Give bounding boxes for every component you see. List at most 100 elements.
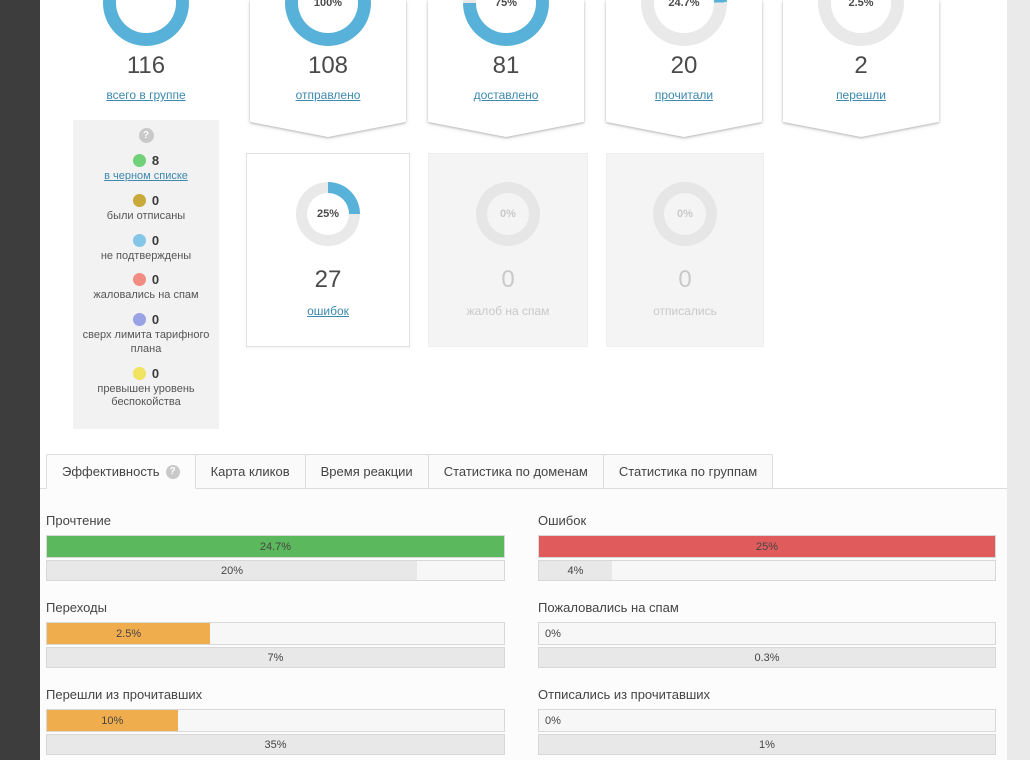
secondary-card: 0% 0 жалоб на спам [428,153,588,347]
value-bar: 0% [538,622,996,645]
metrics-column-right: Ошибок 25% 4% Пожаловались на спам 0% 0.3% Отп… [538,513,996,760]
tabs-bar: Эффективность? Карта кликов Время реакции С… [40,454,1007,489]
secondary-donut: 0% [653,182,717,246]
legend-value: 0 [151,365,160,381]
left-sidebar-strip [0,0,40,760]
tab-Эффективность[interactable]: Эффективность? [46,454,196,489]
metric-label: Переходы [46,600,107,615]
value-bar-label: 25% [755,540,779,553]
secondary-value: 0 [501,266,515,293]
summary-link[interactable]: перешли [836,88,886,102]
average-bar: 0.3% [538,647,996,668]
legend-item: 8 в черном списке [78,153,214,184]
tab-help-icon[interactable]: ? [165,464,180,479]
donut-hole [664,193,706,235]
legend-item: 0 не подтверждены [78,233,214,264]
summary-card-badge: 2.5% 2 перешли [783,0,939,137]
summary-value: 20 [670,52,698,79]
bar-fill [47,710,178,731]
summary-card: 2.5% 2 перешли [783,0,939,137]
legend-label[interactable]: в черном списке [104,170,188,182]
summary-value: 108 [307,52,349,79]
summary-link[interactable]: отправлено [295,88,361,102]
metric-group: Пожаловались на спам 0% 0.3% [538,600,996,668]
bar-fill [539,735,995,754]
average-bar: 20% [46,560,505,581]
value-bar-label: 0% [545,714,561,727]
summary-card-badge: 75% 81 доставлено [428,0,584,137]
bar-fill [47,735,504,754]
legend-dot-icon [132,154,146,167]
summary-link[interactable]: доставлено [473,88,539,102]
value-bar: 2.5% [46,622,505,645]
legend-item: 0 жаловались на спам [78,272,214,303]
secondary-donut: 25% [296,182,360,246]
legend-item-top: 8 [78,153,214,168]
tab-Карта кликов[interactable]: Карта кликов [194,454,306,489]
total-donut [103,0,189,46]
metric-group: Ошибок 25% 4% [538,513,996,581]
bar-fill [539,561,612,580]
metric-group: Переходы 2.5% 7% [46,600,505,668]
legend-item-top: 0 [78,193,214,208]
secondary-card: 0% 0 отписались [606,153,764,347]
metric-group: Прочтение 24.7% 20% [46,513,505,581]
metric-label: Прочтение [46,513,111,528]
legend-dot-icon [132,366,146,380]
legend-dot-icon [132,273,146,287]
legend-value: 0 [151,272,160,288]
total-group-link[interactable]: всего в группе [106,88,186,102]
value-bar: 24.7% [46,535,505,558]
legend-panel: ? 8 в черном списке 0 были отписаны 0 не подт… [73,120,219,429]
value-bar: 25% [538,535,996,558]
donut-percent-label: 0% [677,208,693,220]
metric-label: Пожаловались на спам [538,600,679,615]
legend-value: 0 [151,232,160,248]
summary-value: 81 [492,52,520,79]
secondary-label: жалоб на спам [466,304,550,318]
summary-card-badge: 24.7% 20 прочитали [606,0,762,137]
right-gutter [1007,0,1030,760]
bar-fill [47,561,418,580]
secondary-label: отписались [653,304,717,318]
total-donut-area: 116 всего в группе [73,0,219,120]
legend-item-top: 0 [78,366,214,381]
metrics-column-left: Прочтение 24.7% 20% Переходы 2.5% 7% Перешли и… [46,513,505,760]
summary-donut: 100% [285,0,371,46]
tab-label: Эффективность [62,464,160,479]
summary-link[interactable]: прочитали [654,88,714,102]
average-bar: 35% [46,734,505,755]
legend-item: 0 превышен уровень беспокойства [78,366,214,411]
summary-card: 75% 81 доставлено [428,0,584,137]
total-value: 116 [126,52,166,79]
legend-item-top: 0 [78,312,214,327]
summary-card-badge: 100% 108 отправлено [250,0,406,137]
average-bar-label: 0.3% [754,651,780,664]
secondary-label[interactable]: ошибок [307,304,349,318]
summary-donut: 75% [463,0,549,46]
secondary-value: 0 [678,266,692,293]
help-icon[interactable]: ? [138,128,154,143]
metric-label: Отписались из прочитавших [538,687,711,702]
tab-Статистика по группам[interactable]: Статистика по группам [602,454,774,489]
donut-percent-label: 24.7% [668,0,700,9]
legend-item: 0 были отписаны [78,193,214,224]
donut-percent-label: 75% [494,0,518,9]
tab-Статистика по доменам[interactable]: Статистика по доменам [427,454,604,489]
value-bar: 0% [538,709,996,732]
main-content: 116 всего в группе ? 8 в черном списке 0 бы… [40,0,1007,760]
donut-hole [487,193,529,235]
legend-label: сверх лимита тарифного плана [82,329,210,355]
donut-hole [116,0,176,33]
secondary-card: 25% 27 ошибок [246,153,410,347]
bar-fill [539,648,995,667]
legend-value: 0 [151,312,160,327]
average-bar: 1% [538,734,996,755]
tab-Время реакции[interactable]: Время реакции [304,454,429,489]
legend-items: 8 в черном списке 0 были отписаны 0 не подтве… [78,153,214,410]
metric-label: Ошибок [538,513,587,528]
summary-card-total: 116 всего в группе ? 8 в черном списке 0 бы… [73,0,219,429]
donut-percent-label: 2.5% [848,0,874,9]
summary-donut: 24.7% [641,0,727,46]
